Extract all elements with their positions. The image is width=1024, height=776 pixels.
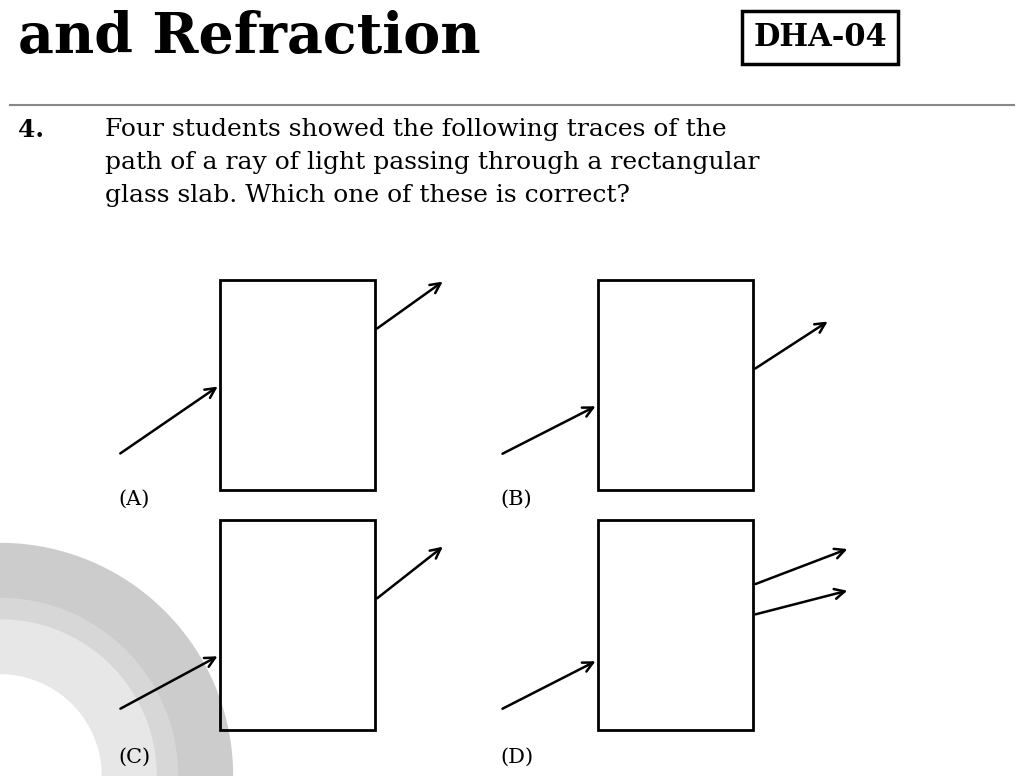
Text: (A): (A)	[118, 490, 150, 509]
Bar	[598, 520, 753, 730]
Text: 4.: 4.	[18, 118, 44, 142]
Text: (B): (B)	[500, 490, 531, 509]
Text: and Refraction: and Refraction	[18, 10, 480, 65]
Bar	[598, 280, 753, 490]
Text: DHA-04: DHA-04	[753, 22, 887, 53]
Text: (C): (C)	[118, 748, 151, 767]
Text: (D): (D)	[500, 748, 534, 767]
Bar	[220, 280, 375, 490]
Bar	[220, 520, 375, 730]
Text: Four students showed the following traces of the
path of a ray of light passing : Four students showed the following trace…	[105, 118, 760, 206]
